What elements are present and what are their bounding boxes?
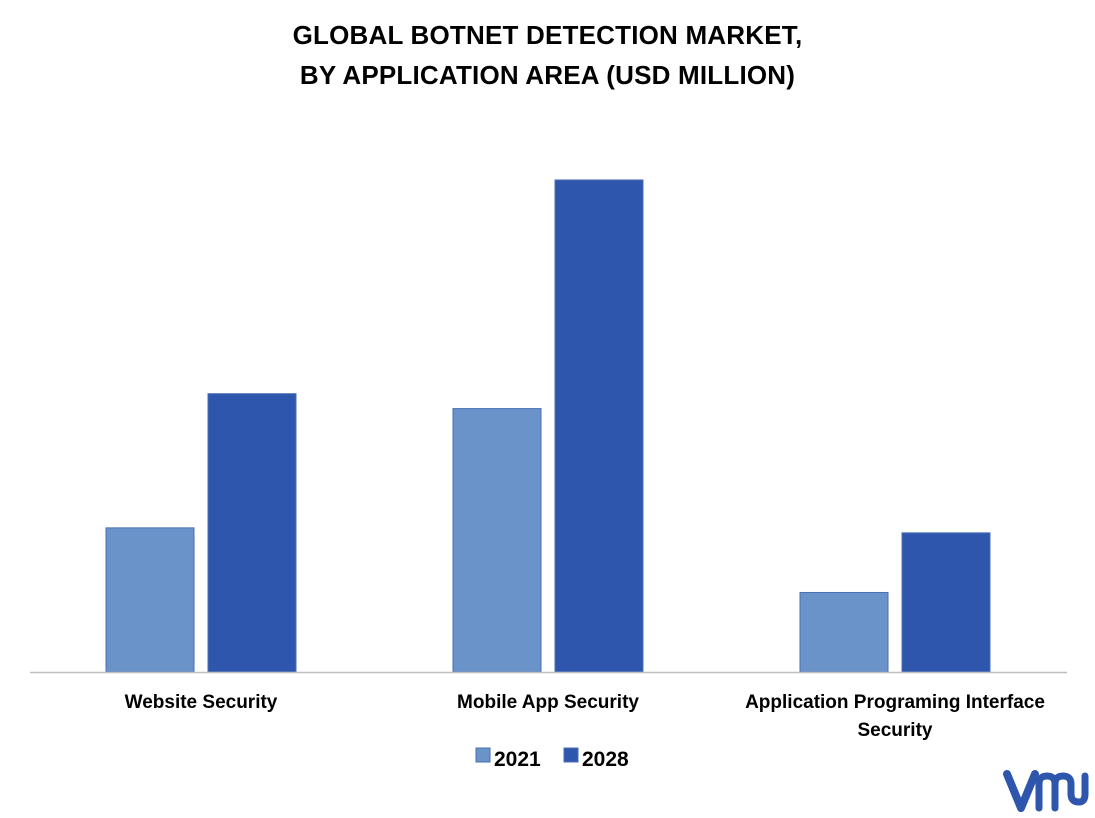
legend-label-2028: 2028 [582,748,629,771]
bar-2021-1 [452,408,542,673]
bar-2028-0 [207,393,297,673]
bar-2021-2 [799,591,889,673]
category-label: Mobile App Security [457,692,639,713]
category-label: Website Security [125,692,278,713]
category-label: Application Programing Interface Security [745,692,1045,741]
bar-2021-0 [105,527,195,673]
legend-label-2021: 2021 [494,748,541,771]
vmr-logo-icon [1003,770,1089,812]
chart-title-line-1: GLOBAL BOTNET DETECTION MARKET, [292,20,803,50]
legend-swatch-2028 [563,747,579,763]
chart-title-line-2: BY APPLICATION AREA (USD MILLION) [299,60,796,90]
bar-2028-1 [554,179,644,673]
legend-swatch-2021 [475,747,491,763]
bar-2028-2 [901,532,991,673]
